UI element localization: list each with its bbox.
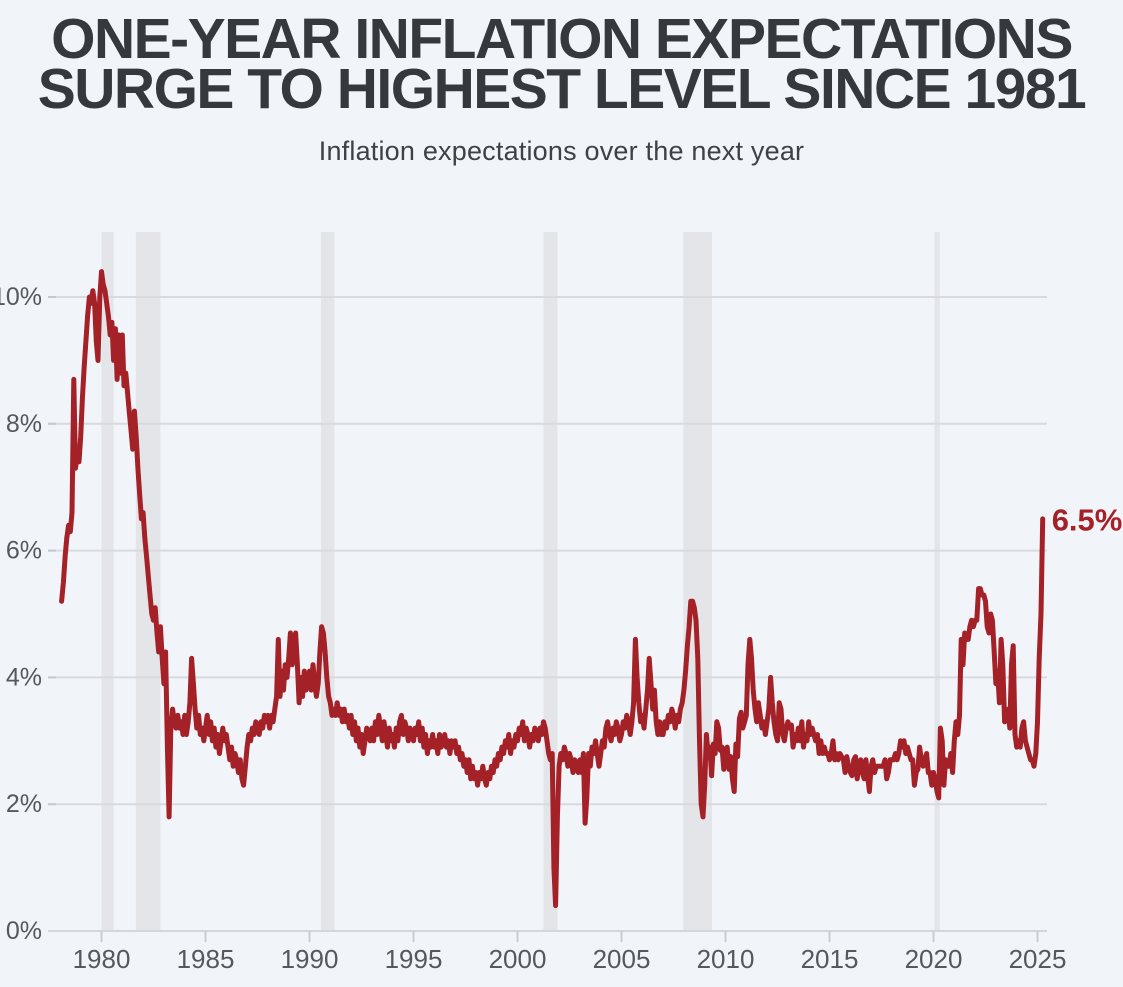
recession-band — [101, 232, 114, 931]
recession-band — [683, 232, 712, 931]
y-axis-label: 2% — [6, 790, 42, 818]
title-line-1: ONE-YEAR INFLATION EXPECTATIONS — [51, 7, 1073, 71]
page-title: ONE-YEAR INFLATION EXPECTATIONS SURGE TO… — [0, 0, 1123, 122]
y-axis-label: 8% — [6, 410, 42, 438]
chart-subtitle: Inflation expectations over the next yea… — [318, 136, 805, 167]
chart-header: ONE-YEAR INFLATION EXPECTATIONS SURGE TO… — [0, 0, 1123, 167]
x-axis-label: 1980 — [73, 944, 131, 974]
y-axis-label: 10% — [0, 283, 42, 311]
end-value-label: 6.5% — [1052, 502, 1123, 537]
recession-band — [934, 232, 940, 931]
x-axis-label: 2015 — [801, 944, 859, 974]
x-axis-label: 2020 — [905, 944, 963, 974]
y-axis-label: 0% — [6, 917, 42, 945]
x-axis-label: 2025 — [1009, 944, 1067, 974]
x-axis-label: 2005 — [593, 944, 651, 974]
y-axis-label: 4% — [6, 663, 42, 691]
inflation-line — [59, 269, 1046, 909]
x-axis-label: 1995 — [385, 944, 443, 974]
x-axis-label: 2010 — [697, 944, 755, 974]
x-axis-label: 2000 — [489, 944, 547, 974]
title-line-2: SURGE TO HIGHEST LEVEL SINCE 1981 — [37, 57, 1087, 122]
y-axis-label: 6% — [6, 537, 42, 565]
x-axis-label: 1985 — [177, 944, 235, 974]
x-axis-label: 1990 — [281, 944, 339, 974]
recession-band — [320, 232, 335, 931]
